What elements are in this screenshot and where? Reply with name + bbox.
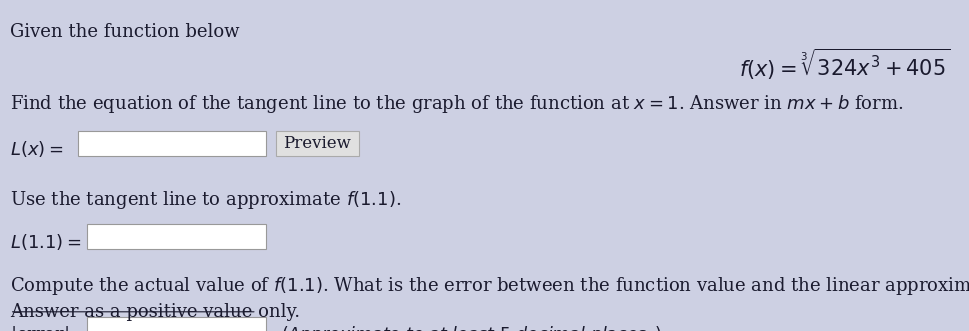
Text: $L(x) =$: $L(x) =$ (10, 139, 63, 159)
FancyBboxPatch shape (87, 224, 266, 249)
Text: Preview: Preview (283, 135, 352, 152)
Text: Use the tangent line to approximate $f(1.1)$.: Use the tangent line to approximate $f(1… (10, 189, 401, 211)
Text: Answer as a positive value only.: Answer as a positive value only. (10, 303, 299, 321)
Text: Compute the actual value of $f(1.1)$. What is the error between the function val: Compute the actual value of $f(1.1)$. Wh… (10, 275, 969, 297)
Text: $f(x) = \sqrt[3]{324x^3 + 405}$: $f(x) = \sqrt[3]{324x^3 + 405}$ (738, 46, 950, 81)
FancyBboxPatch shape (276, 131, 359, 156)
Text: |error| $\approx$: |error| $\approx$ (10, 324, 94, 331)
Text: $L(1.1) =$: $L(1.1) =$ (10, 232, 81, 252)
Text: $(Approximate\ to\ at\ least\ 5\ decimal\ places.)$: $(Approximate\ to\ at\ least\ 5\ decimal… (281, 324, 662, 331)
Text: Given the function below: Given the function below (10, 23, 239, 41)
FancyBboxPatch shape (78, 131, 266, 156)
Text: Find the equation of the tangent line to the graph of the function at $x = 1$. A: Find the equation of the tangent line to… (10, 93, 903, 115)
FancyBboxPatch shape (87, 317, 266, 331)
